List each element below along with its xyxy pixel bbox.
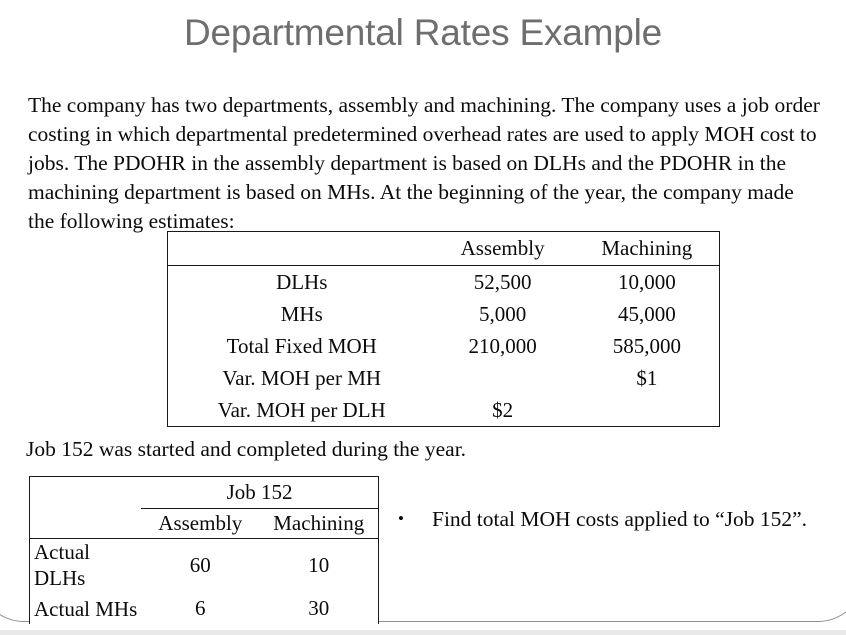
estimates-cell-machining: 10,000 (617, 269, 676, 294)
estimates-cell-assembly (430, 362, 574, 394)
job-cell-machining: 30 (308, 596, 330, 620)
job-table-corner (30, 477, 142, 509)
job-cell-assembly: 60 (189, 552, 211, 577)
table-row: DLHs 52,500 10,000 (168, 266, 720, 299)
estimates-cell-assembly: 210,000 (468, 333, 537, 358)
estimates-cell-machining: 585,000 (612, 333, 681, 358)
intro-paragraph: The company has two departments, assembl… (28, 93, 820, 233)
page-title: Departmental Rates Example (183, 12, 663, 53)
table-row: Var. MOH per DLH $2 (168, 394, 720, 427)
job-row-label: Actual MHs (34, 596, 138, 621)
bullet-text: Find total MOH costs applied to “Job 152… (432, 507, 808, 531)
estimates-row-label: MHs (280, 301, 323, 326)
bullet-point-icon: • (398, 509, 404, 528)
job-table-title-row: Job 152 (30, 476, 379, 509)
list-item: • Find total MOH costs applied to “Job 1… (398, 506, 838, 532)
job-table-corner-blank (29, 508, 142, 539)
estimates-header-assembly: Assembly (430, 231, 575, 266)
estimates-table: Assembly Machining DLHs 52,500 10,000 MH… (167, 231, 720, 427)
job-row-label: Actual DLHs (30, 539, 142, 592)
job-header-machining: Machining (259, 508, 379, 539)
job-row-label-line1: Actual (34, 540, 90, 564)
table-row: Actual MHs 6 30 (30, 591, 379, 627)
estimates-cell-machining: $1 (636, 365, 658, 390)
estimates-cell-assembly: $2 (492, 397, 514, 422)
estimates-header-machining: Machining (574, 231, 720, 266)
estimates-row-label: DLHs (276, 269, 328, 294)
job-row-label-line2: DLHs (34, 566, 86, 590)
estimates-row-label: Total Fixed MOH (226, 333, 377, 358)
job-table-job-header: Job 152 (141, 476, 379, 509)
job-cell-assembly: 6 (195, 596, 206, 620)
estimates-cell-machining (575, 394, 720, 427)
job-cell-machining: 10 (308, 552, 330, 577)
estimates-cell-assembly: 52,500 (473, 269, 532, 294)
job-table-header-row: Assembly Machining (29, 508, 379, 539)
table-row: Var. MOH per MH $1 (168, 362, 720, 394)
below-frame-divider (0, 630, 846, 635)
job-header-assembly: Assembly (141, 508, 260, 539)
table-row: MHs 5,000 45,000 (168, 298, 720, 330)
table-row: Total Fixed MOH 210,000 585,000 (168, 330, 720, 362)
estimates-cell-assembly: 5,000 (478, 301, 527, 326)
below-frame-band (0, 624, 846, 635)
job-intro-line: Job 152 was started and completed during… (26, 437, 467, 461)
estimates-table-header-row: Assembly Machining (167, 231, 720, 266)
estimates-row-label: Var. MOH per DLH (217, 397, 386, 422)
table-row: Actual DLHs 60 10 (30, 539, 379, 592)
estimates-cell-machining: 45,000 (617, 301, 676, 326)
estimates-header-corner (167, 231, 431, 266)
job-152-table: Job 152 Assembly Machining Actual DLHs 6… (29, 476, 379, 627)
estimates-row-label: Var. MOH per MH (222, 365, 382, 390)
